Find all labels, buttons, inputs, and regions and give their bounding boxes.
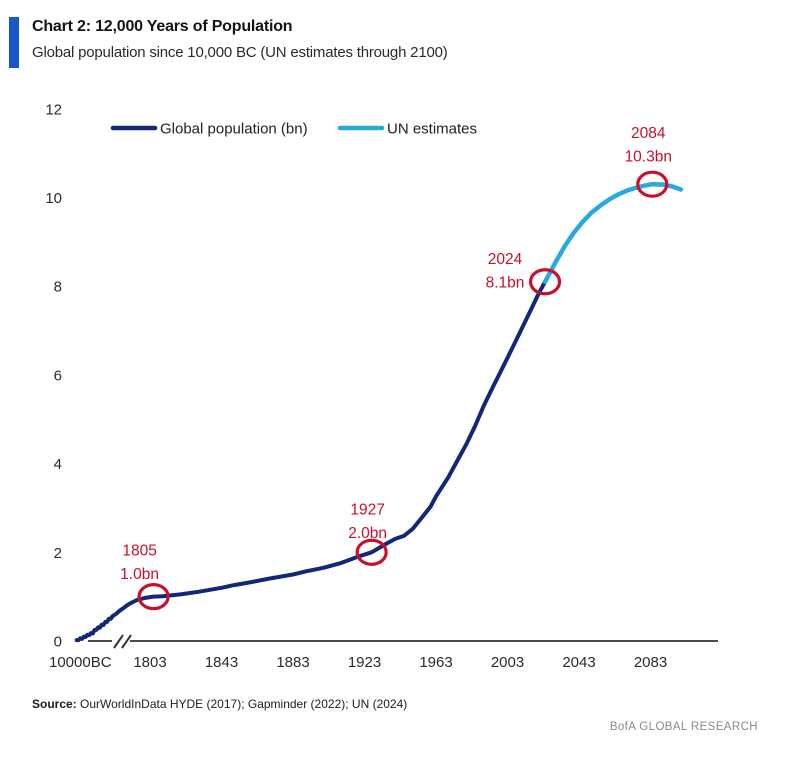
y-tick-label: 4 [54, 456, 62, 473]
annotation-year: 2084 [631, 125, 666, 142]
annotation-value: 1.0bn [120, 566, 159, 583]
x-tick-label: 2043 [562, 654, 595, 671]
x-tick-label: 1843 [205, 654, 238, 671]
y-tick-label: 2 [54, 545, 62, 562]
x-tick-label: 2003 [491, 654, 524, 671]
chart-subtitle: Global population since 10,000 BC (UN es… [32, 44, 448, 61]
annotation-circle [636, 170, 669, 198]
brand-bofa-global-research: BofA GLOBAL RESEARCH [609, 721, 758, 733]
annotation-circle [137, 583, 170, 611]
title-accent-bar [9, 17, 19, 68]
y-tick-label: 8 [54, 279, 62, 296]
axis-break-mask [112, 636, 130, 646]
x-tick-label: 10000BC [49, 654, 112, 671]
x-tick-label: 1963 [419, 654, 452, 671]
x-tick-label: 2083 [634, 654, 667, 671]
annotation-circle [355, 538, 388, 566]
legend-label: UN estimates [387, 121, 477, 138]
series-line-un-estimates [542, 181, 684, 285]
y-tick-label: 0 [54, 634, 62, 651]
legend-label: Global population (bn) [160, 121, 308, 138]
annotation-circle [528, 268, 562, 296]
x-tick-label: 1923 [348, 654, 381, 671]
annotation-value: 2.0bn [348, 525, 387, 542]
series-line-global-population [74, 279, 547, 643]
source-line: Source: OurWorldInData HYDE (2017); Gapm… [32, 697, 407, 711]
y-tick-label: 10 [45, 190, 62, 207]
axis-break-slash [121, 634, 132, 649]
chart-title: Chart 2: 12,000 Years of Population [32, 18, 293, 35]
annotation-year: 1805 [122, 543, 156, 560]
y-tick-label: 6 [54, 367, 62, 384]
source-text: OurWorldInData HYDE (2017); Gapminder (2… [76, 697, 408, 711]
axis-break-slash [113, 634, 124, 649]
annotation-value: 10.3bn [625, 149, 672, 166]
source-label: Source: [32, 697, 77, 711]
annotation-value: 8.1bn [486, 274, 525, 291]
x-tick-label: 1883 [276, 654, 309, 671]
annotation-year: 1927 [350, 501, 384, 518]
annotation-year: 2024 [488, 251, 523, 268]
x-tick-label: 1803 [133, 654, 166, 671]
y-tick-label: 12 [45, 101, 62, 118]
